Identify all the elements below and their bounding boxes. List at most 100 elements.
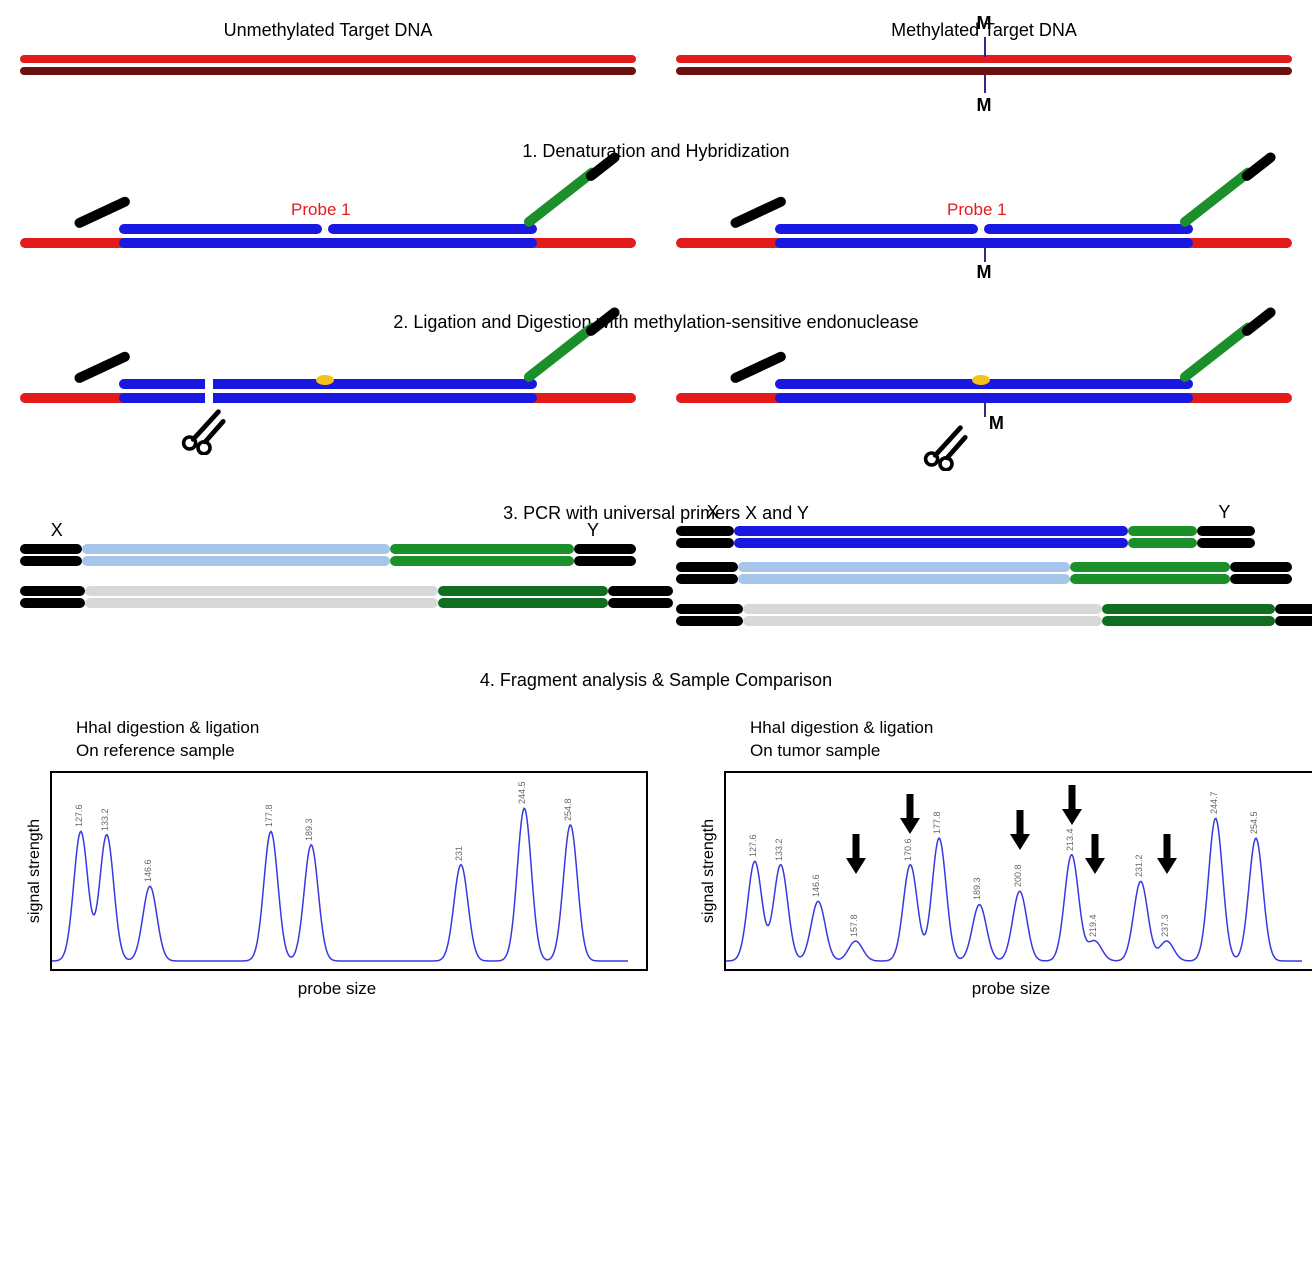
epg-trace	[52, 808, 628, 961]
primer-x	[676, 604, 743, 614]
amplicon-green	[438, 598, 608, 608]
primer-x	[676, 538, 734, 548]
peak-label: 189.3	[972, 878, 982, 901]
epg-svg	[52, 773, 628, 969]
amplicon-body	[734, 538, 1128, 548]
primer-y-label: Y	[587, 520, 599, 541]
unmeth-dna	[20, 51, 636, 111]
peak-label: 200.8	[1013, 865, 1023, 888]
arrow-down-icon	[1155, 832, 1179, 881]
ligation-right: M	[676, 353, 1292, 473]
electropherogram-right: 127.6133.2146.6157.8170.6177.8189.3200.8…	[724, 771, 1312, 971]
electropherogram-left: 127.6133.2146.6177.8189.3231244.5254.8	[50, 771, 648, 971]
epg-right: HhaI digestion & ligation On tumor sampl…	[694, 711, 1312, 999]
primer-y	[1275, 616, 1312, 626]
amplicon	[20, 544, 636, 574]
amplicon-body	[82, 544, 390, 554]
peak-label: 237.3	[1160, 914, 1170, 937]
peak-label: 177.8	[264, 805, 274, 828]
amplicon-green	[390, 544, 575, 554]
primer-y-label: Y	[1218, 502, 1230, 523]
primer-x	[676, 616, 743, 626]
amplicon-green	[1128, 538, 1197, 548]
epg-title-line2: On reference sample	[76, 741, 235, 760]
primer-y	[1197, 526, 1255, 536]
peak-label: 127.6	[74, 805, 84, 828]
peak-label: 244.5	[517, 782, 527, 805]
amplicon	[676, 526, 1255, 556]
ligation-left	[20, 353, 636, 473]
probe-segment	[775, 224, 978, 234]
step2-heading: 2. Ligation and Digestion with methylati…	[20, 312, 1292, 333]
meth-dna: M M	[676, 51, 1292, 111]
peak-label: 244.7	[1209, 792, 1219, 815]
epg-title-line2: On tumor sample	[750, 741, 880, 760]
probe-template	[119, 238, 538, 248]
x-axis-label: probe size	[26, 979, 648, 999]
peak-label: 146.6	[143, 860, 153, 883]
primer-x	[20, 586, 85, 596]
amplicon-body	[85, 598, 438, 608]
amplicon	[676, 604, 1312, 634]
methyl-mark	[984, 37, 986, 57]
probe-segment	[328, 224, 537, 234]
epg-left: HhaI digestion & ligation On reference s…	[20, 711, 654, 999]
amplicon-body	[85, 586, 438, 596]
amplicon-body	[738, 562, 1071, 572]
meth-label: M	[977, 13, 992, 34]
probe-template	[119, 393, 538, 403]
meth-label: M	[989, 413, 1004, 434]
peak-label: 133.2	[100, 808, 110, 831]
step4-heading: 4. Fragment analysis & Sample Comparison	[20, 670, 1292, 691]
arrow-down-icon	[1008, 808, 1032, 857]
amplicon-body	[743, 616, 1102, 626]
digestion-cut	[205, 377, 213, 407]
amplicon-body	[738, 574, 1071, 584]
step3-heading: 3. PCR with universal primers X and Y	[20, 503, 1292, 524]
probe-label: Probe 1	[947, 200, 1007, 220]
primer-x-label: X	[51, 520, 63, 541]
hybrid-right: Probe 1 M	[676, 182, 1292, 282]
strand	[20, 55, 636, 63]
epg-title-line1: HhaI digestion & ligation	[76, 718, 259, 737]
amplicon-body	[82, 556, 390, 566]
peak-label: 146.6	[811, 875, 821, 898]
amplicon-body	[734, 526, 1128, 536]
pcr-left: X Y	[20, 544, 636, 640]
hybrid-left: Probe 1	[20, 182, 636, 282]
ligation-spot	[316, 375, 334, 385]
epg-title-line1: HhaI digestion & ligation	[750, 718, 933, 737]
peak-label: 157.8	[849, 914, 859, 937]
probe-segment	[119, 224, 322, 234]
amplicon-green	[1070, 574, 1230, 584]
primer-y	[608, 586, 673, 596]
primer-y	[1230, 562, 1292, 572]
peak-label: 231	[454, 846, 464, 861]
y-axis-label: signal strength	[26, 819, 44, 923]
step1-heading: 1. Denaturation and Hybridization	[20, 141, 1292, 162]
methyl-mark	[984, 73, 986, 93]
scissors-icon	[922, 423, 970, 471]
amplicon-green	[1102, 604, 1275, 614]
meth-label: M	[977, 262, 992, 283]
peak-label: 254.8	[563, 798, 573, 821]
peak-label: 177.8	[932, 812, 942, 835]
mlpa-workflow-diagram: Unmethylated Target DNA Methylated Targe…	[20, 20, 1292, 999]
pcr-right: X Y	[676, 526, 1292, 640]
primer-x	[676, 526, 734, 536]
peak-label: 219.4	[1088, 914, 1098, 937]
methyl-mark	[984, 246, 986, 262]
primer-y	[1230, 574, 1292, 584]
arrow-down-icon	[898, 792, 922, 841]
amplicon-green	[1128, 526, 1197, 536]
primer-y	[1197, 538, 1255, 548]
primer-x	[20, 556, 82, 566]
probe-label: Probe 1	[291, 200, 351, 220]
methyl-mark	[984, 401, 986, 417]
y-axis-label: signal strength	[700, 819, 718, 923]
primer-y	[574, 544, 636, 554]
primer-y	[1275, 604, 1312, 614]
primer-x	[20, 598, 85, 608]
meth-label: M	[977, 95, 992, 116]
amplicon-green	[390, 556, 575, 566]
